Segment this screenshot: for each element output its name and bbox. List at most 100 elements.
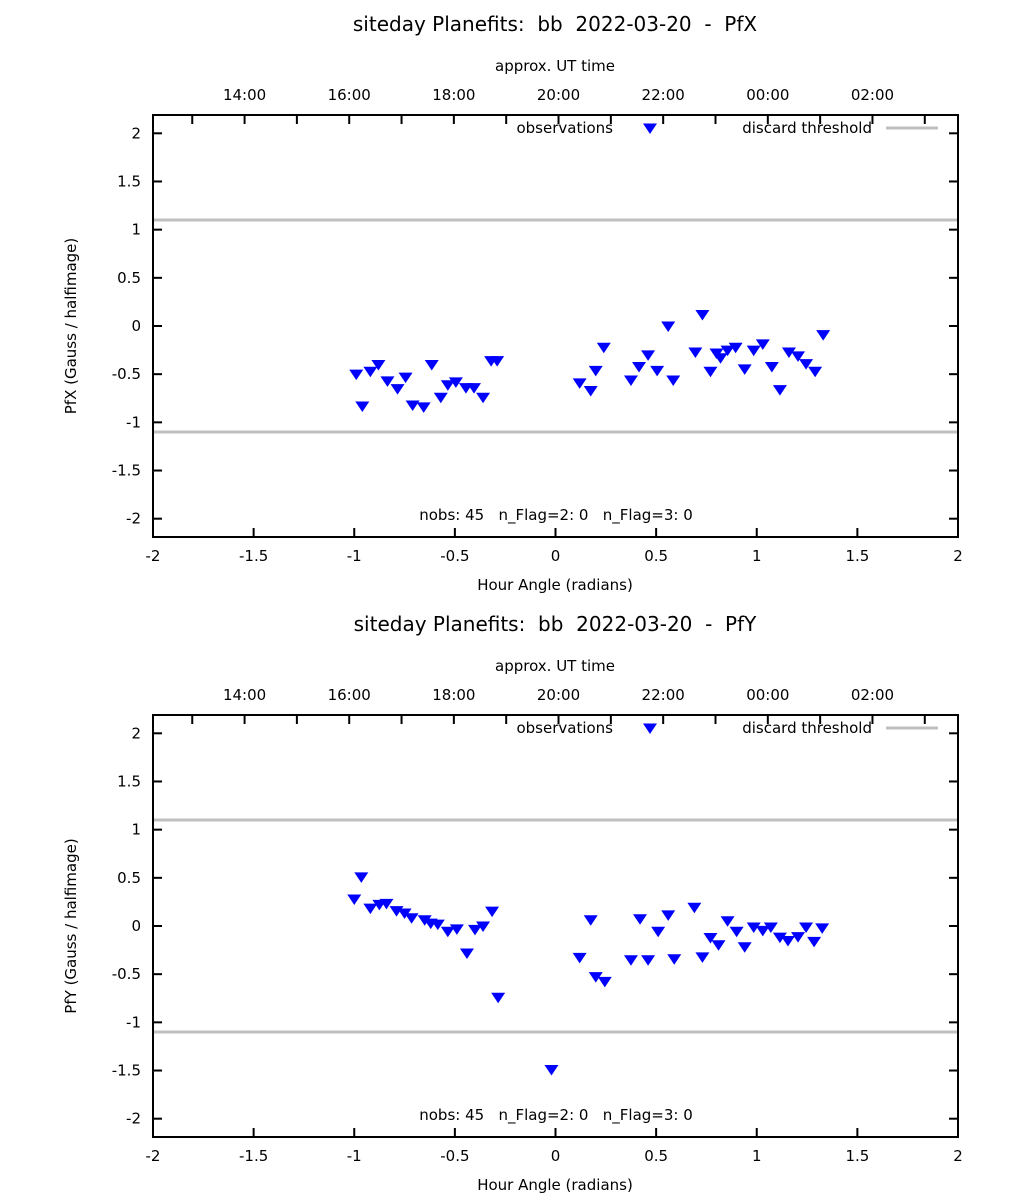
- data-point: [588, 972, 603, 983]
- x-tick-label: -1.5: [239, 1147, 268, 1165]
- x-tick-label: -1: [347, 547, 362, 565]
- data-point: [651, 926, 666, 938]
- ut-time-tick-label: 18:00: [432, 86, 475, 104]
- chart-title: siteday Planefits: bb 2022-03-20 - PfY: [354, 612, 758, 636]
- x-axis-title: Hour Angle (radians): [477, 1176, 633, 1194]
- data-point: [695, 952, 710, 963]
- data-point: [791, 932, 806, 943]
- data-point: [688, 347, 703, 359]
- y-tick-label: 0.5: [117, 269, 141, 287]
- threshold-lines-group: [153, 818, 958, 1034]
- ut-time-tick-label: 14:00: [223, 86, 266, 104]
- x-tick-label: -2: [146, 547, 161, 565]
- plot-canvas-pfy: -2 -1.5 -1 -0.5 0 0.5 1 1.5 2 -2 -1.5 -1 -0.5 0 0.5 1 1.…: [62, 612, 963, 1194]
- y-tick-label: -0.5: [112, 965, 141, 983]
- data-point: [430, 919, 445, 931]
- x-tick-label: 1: [752, 1147, 762, 1165]
- data-point: [596, 342, 611, 354]
- data-point: [468, 924, 482, 936]
- data-point: [398, 372, 413, 384]
- data-point: [490, 356, 505, 367]
- data-point: [764, 361, 779, 373]
- ut-time-tick-label: 20:00: [537, 686, 580, 704]
- y-tick-label: 0: [131, 317, 141, 335]
- ut-time-tick-label: 18:00: [432, 686, 475, 704]
- x-tick-label: -0.5: [440, 547, 469, 565]
- data-point: [755, 925, 770, 937]
- data-point: [544, 1065, 559, 1076]
- data-point: [799, 922, 814, 933]
- data-point: [746, 922, 761, 933]
- data-point: [349, 369, 364, 381]
- ut-time-tick-label: 20:00: [537, 86, 580, 104]
- data-point: [737, 364, 752, 375]
- data-point: [459, 948, 474, 959]
- data-point: [641, 955, 656, 966]
- data-point: [816, 330, 831, 341]
- chart-panel-pfx: -2 -1.5 -1 -0.5 0 0.5 1 1.5 2 -2 -1.5 -1 -0.5 0 0.5 1 1.…: [62, 12, 963, 594]
- y-tick-label: 1: [131, 221, 141, 239]
- ut-time-tick-label: 22:00: [642, 686, 685, 704]
- data-point: [632, 361, 647, 373]
- data-point: [588, 365, 603, 377]
- x-tick-label: -0.5: [440, 1147, 469, 1165]
- y-tick-label: -2: [126, 510, 141, 528]
- x-tick-label: 0.5: [644, 547, 668, 565]
- x-axis-title: Hour Angle (radians): [477, 576, 633, 594]
- plot-border: [152, 714, 959, 1138]
- data-point: [763, 922, 778, 933]
- legend-threshold-label: discard threshold: [742, 719, 872, 737]
- data-point: [720, 345, 735, 357]
- legend-group: observations discard threshold: [516, 719, 938, 737]
- data-point: [583, 386, 598, 397]
- data-points-group: [349, 309, 831, 413]
- x-tick-label: -1: [347, 1147, 362, 1165]
- x-tick-label: -2: [146, 1147, 161, 1165]
- data-point: [363, 366, 378, 378]
- data-point: [485, 906, 500, 918]
- data-point: [466, 383, 481, 394]
- data-point: [687, 902, 702, 914]
- data-point: [583, 915, 598, 926]
- ut-time-tick-label: 00:00: [746, 686, 789, 704]
- data-point: [755, 339, 770, 350]
- data-point: [807, 936, 822, 948]
- y-tick-label: 1.5: [117, 772, 141, 790]
- data-point: [666, 375, 681, 386]
- data-point: [791, 351, 806, 362]
- y-tick-label: -1: [126, 413, 141, 431]
- legend-observations-label: observations: [516, 719, 613, 737]
- y-tick-label: 2: [131, 724, 141, 742]
- x-tick-label: 1.5: [845, 547, 869, 565]
- data-point: [424, 360, 439, 371]
- data-point: [491, 992, 506, 1004]
- data-point: [623, 375, 638, 386]
- data-point: [815, 923, 830, 934]
- data-point: [667, 954, 682, 965]
- data-point: [746, 345, 761, 357]
- data-point: [355, 401, 370, 412]
- data-point: [572, 378, 587, 389]
- x-tick-label: 2: [953, 1147, 963, 1165]
- x-tick-label: 0: [551, 1147, 561, 1165]
- ut-time-tick-label: 16:00: [328, 686, 371, 704]
- data-point: [703, 366, 718, 378]
- data-point: [661, 321, 676, 332]
- data-point: [347, 894, 362, 906]
- y-tick-label: -1.5: [112, 462, 141, 480]
- data-point: [799, 359, 814, 370]
- y-tick-label: -0.5: [112, 365, 141, 383]
- data-point: [380, 376, 395, 387]
- y-axis-title: PfX (Gauss / halfimage): [62, 238, 80, 414]
- x-tick-label: -1.5: [239, 547, 268, 565]
- data-point: [440, 380, 455, 391]
- stats-group: nobs: 45 n_Flag=2: 0 n_Flag=3: 0: [419, 506, 693, 525]
- data-point: [440, 926, 455, 938]
- plot-canvas-pfx: -2 -1.5 -1 -0.5 0 0.5 1 1.5 2 -2 -1.5 -1 -0.5 0 0.5 1 1.…: [62, 12, 963, 594]
- data-point: [781, 347, 796, 359]
- data-point: [354, 872, 369, 883]
- data-point: [449, 924, 464, 935]
- data-point: [623, 955, 638, 966]
- data-point: [476, 392, 491, 404]
